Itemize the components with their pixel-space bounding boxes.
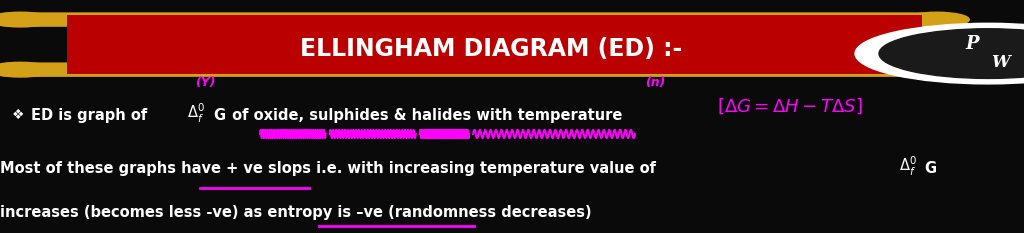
Text: (n): (n) [645, 75, 666, 89]
Circle shape [905, 12, 969, 27]
Text: ELLINGHAM DIAGRAM (ED) :-: ELLINGHAM DIAGRAM (ED) :- [300, 37, 683, 61]
Text: W: W [991, 55, 1010, 71]
FancyBboxPatch shape [0, 62, 947, 77]
Circle shape [879, 29, 1024, 79]
FancyBboxPatch shape [0, 12, 947, 27]
Circle shape [0, 62, 53, 77]
Circle shape [905, 62, 969, 77]
Circle shape [0, 12, 53, 27]
Text: G: G [925, 161, 937, 176]
Text: of oxide, sulphides & halides with temperature: of oxide, sulphides & halides with tempe… [227, 108, 623, 123]
Text: $[\Delta G = \Delta H - T\Delta S]$: $[\Delta G = \Delta H - T\Delta S]$ [717, 96, 862, 116]
Circle shape [855, 23, 1024, 84]
Text: P: P [965, 35, 979, 53]
Text: ❖: ❖ [12, 108, 25, 122]
Text: ED is graph of: ED is graph of [31, 108, 153, 123]
Text: (Y): (Y) [195, 75, 215, 89]
Text: $\Delta_f^0$: $\Delta_f^0$ [187, 101, 205, 125]
Text: G: G [213, 108, 225, 123]
Text: increases (becomes less -ve) as entropy is –ve (randomness decreases): increases (becomes less -ve) as entropy … [0, 205, 592, 219]
Text: Most of these graphs have + ve slops i.e. with increasing temperature value of: Most of these graphs have + ve slops i.e… [0, 161, 662, 176]
FancyBboxPatch shape [67, 15, 922, 74]
Text: $\Delta_f^0$: $\Delta_f^0$ [899, 155, 916, 178]
